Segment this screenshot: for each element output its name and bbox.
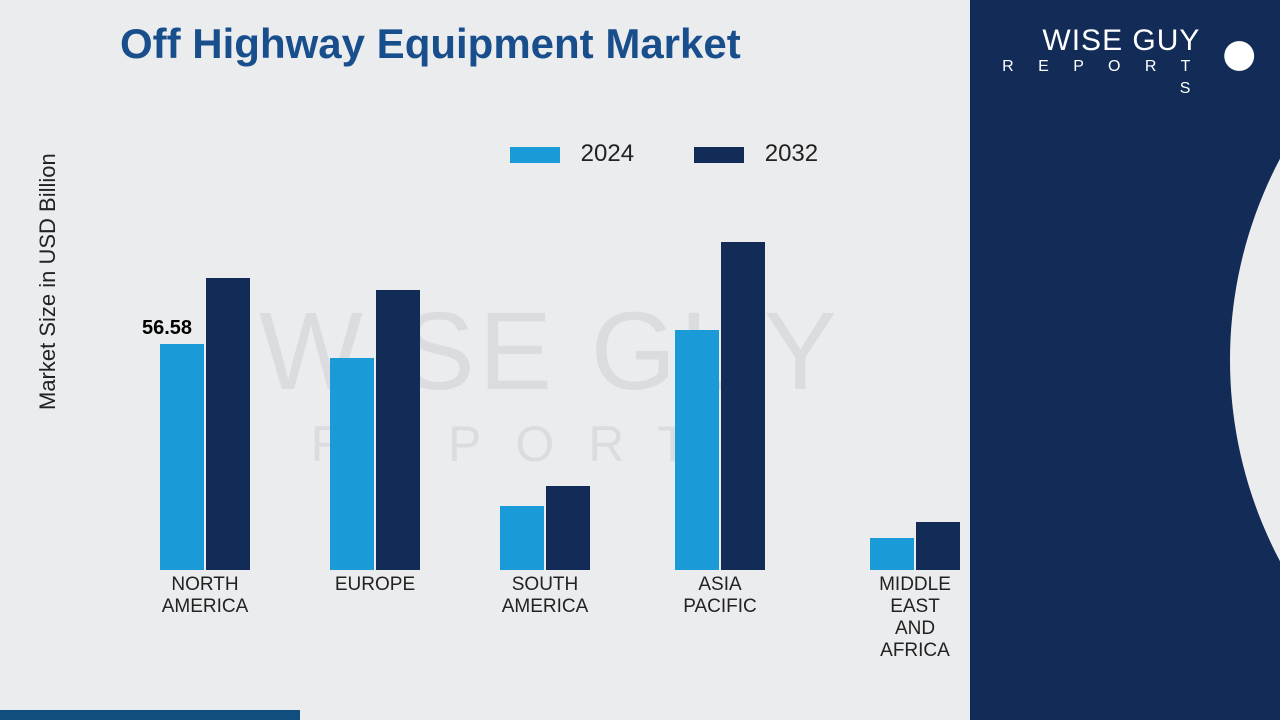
x-axis-label: MIDDLE EAST AND AFRICA <box>845 574 985 661</box>
legend-item-2024: 2024 <box>510 140 634 168</box>
bar-s2032 <box>916 522 960 570</box>
bar-group <box>870 522 962 570</box>
legend-label-2032: 2032 <box>765 140 818 167</box>
legend-label-2024: 2024 <box>581 140 634 167</box>
bar-s2024 <box>870 538 914 570</box>
bar-group <box>330 290 422 570</box>
chart-title: Off Highway Equipment Market <box>120 20 741 68</box>
x-axis-label: SOUTH AMERICA <box>475 574 615 618</box>
bar-group <box>675 242 767 570</box>
legend-item-2032: 2032 <box>694 140 818 168</box>
brand-logo: WISE GUY R E P O R T S <box>1000 18 1260 108</box>
legend: 2024 2032 <box>510 140 818 168</box>
legend-swatch-2024 <box>510 147 560 163</box>
chart-slide: WISE GUY R E P O R T S Off Highway Equip… <box>0 0 1280 720</box>
x-axis-label: EUROPE <box>305 574 445 596</box>
bar-group <box>500 486 592 570</box>
x-axis-label: NORTH AMERICA <box>135 574 275 618</box>
x-axis-labels: NORTH AMERICA EUROPE SOUTH AMERICA ASIA PAC… <box>130 574 1030 674</box>
bar-s2032 <box>376 290 420 570</box>
bar-s2024 <box>675 330 719 570</box>
y-axis-label: Market Size in USD Billion <box>35 153 61 410</box>
panel-cutout-circle <box>1230 0 1280 720</box>
bottom-accent-bar <box>0 710 300 720</box>
bar-s2024 <box>160 344 204 570</box>
chart-area: Market Size in USD Billion 2024 2032 56.… <box>50 140 1050 680</box>
brand-subtitle: R E P O R T S <box>1000 56 1200 101</box>
x-axis-label: ASIA PACIFIC <box>650 574 790 618</box>
legend-swatch-2032 <box>694 147 744 163</box>
brand-name: WISE GUY <box>1000 26 1200 56</box>
bar-s2024 <box>500 506 544 570</box>
bar-value-label: 56.58 <box>142 317 192 340</box>
bar-s2032 <box>546 486 590 570</box>
brand-head-icon <box>1208 28 1260 98</box>
bar-s2032 <box>206 278 250 570</box>
bar-s2032 <box>721 242 765 570</box>
plot-area: 56.58 <box>130 170 1030 570</box>
bar-s2024 <box>330 358 374 570</box>
